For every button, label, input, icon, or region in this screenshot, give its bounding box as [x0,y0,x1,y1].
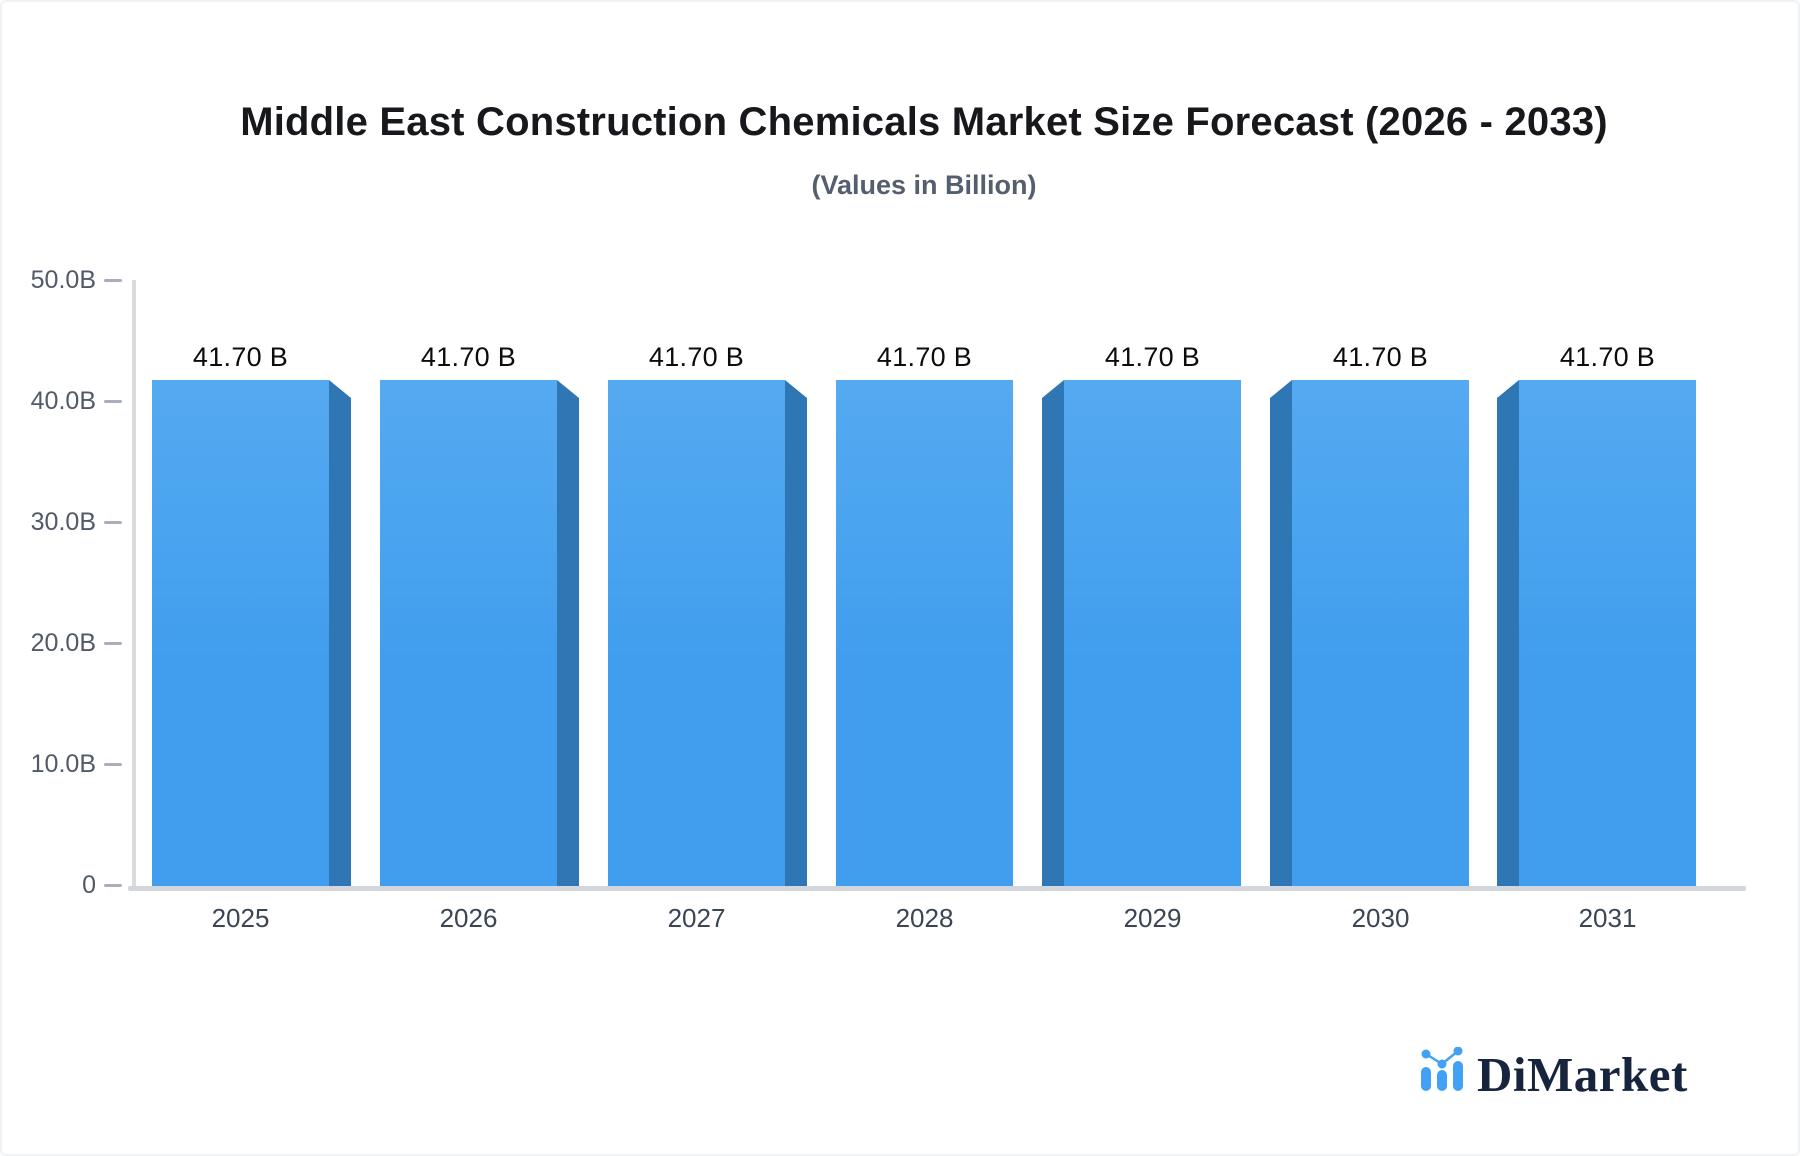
x-axis-tick-label: 2027 [667,903,726,933]
x-axis-tick-label: 2030 [1351,903,1410,933]
chart-title: Middle East Construction Chemicals Marke… [240,100,1608,144]
y-axis-tick-mark [104,642,122,645]
x-axis-line [128,886,1746,891]
y-axis-tick-mark [104,884,122,887]
y-axis-tick-mark [104,521,122,524]
y-axis-tick-mark [104,279,122,282]
y-axis-tick-label: 20.0B [30,629,96,657]
bar-value-label: 41.70 B [876,342,973,372]
bar-3d-side [557,380,579,886]
bar-3d-side [1497,380,1519,886]
bar-value-label: 41.70 B [192,342,289,372]
y-axis-tick-label: 40.0B [30,387,96,415]
x-axis-tick-label: 2025 [211,903,270,933]
y-axis-tick-label: 30.0B [30,508,96,536]
bar-value-label: 41.70 B [1559,342,1656,372]
bar-rect [152,380,329,886]
y-axis-tick-mark [104,400,122,403]
bar-rect [1292,380,1469,886]
bar-value-label: 41.70 B [648,342,745,372]
bar-3d-side [1270,380,1292,886]
brand-name: DiMarket [1477,1047,1688,1102]
y-axis-tick-label: 10.0B [30,750,96,778]
x-axis-tick-label: 2026 [439,903,498,933]
y-axis-tick-label: 50.0B [30,266,96,294]
bar-rect [836,380,1013,886]
x-axis-tick-label: 2029 [1123,903,1182,933]
bar-rect [608,380,785,886]
bar-value-label: 41.70 B [420,342,517,372]
y-axis-tick-label: 0 [82,871,96,899]
bar-3d-side [785,380,807,886]
x-axis-tick-label: 2031 [1578,903,1637,933]
bar-rect [1519,380,1696,886]
bar-3d-side [329,380,351,886]
bar-rect [1064,380,1241,886]
chart-subtitle: (Values in Billion) [811,170,1037,200]
bar-value-label: 41.70 B [1104,342,1201,372]
bar-3d-side [1042,380,1064,886]
bar-chart-logo-icon [1421,1047,1463,1091]
y-axis-line [132,280,136,888]
bar-rect [380,380,557,886]
bar-value-label: 41.70 B [1332,342,1429,372]
x-axis-tick-label: 2028 [895,903,954,933]
y-axis-tick-mark [104,763,122,766]
